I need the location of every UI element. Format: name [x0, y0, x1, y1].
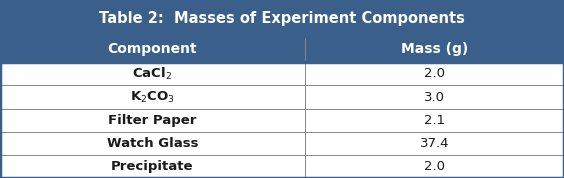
Text: Component: Component [108, 42, 197, 56]
Text: 2.0: 2.0 [424, 67, 445, 80]
Text: CaCl$_2$: CaCl$_2$ [133, 66, 172, 82]
Text: Precipitate: Precipitate [111, 160, 193, 173]
Text: K$_2$CO$_3$: K$_2$CO$_3$ [130, 90, 175, 104]
Text: 2.1: 2.1 [424, 114, 445, 127]
Text: Mass (g): Mass (g) [400, 42, 468, 56]
Bar [0, 85, 564, 109]
Bar [0, 36, 564, 62]
Bar [0, 132, 564, 155]
Text: Watch Glass: Watch Glass [107, 137, 198, 150]
Bar [0, 0, 564, 36]
Text: 3.0: 3.0 [424, 90, 445, 104]
Text: 37.4: 37.4 [420, 137, 449, 150]
Bar [0, 62, 564, 85]
Text: Table 2:  Masses of Experiment Components: Table 2: Masses of Experiment Components [99, 11, 465, 26]
Text: 2.0: 2.0 [424, 160, 445, 173]
Text: Filter Paper: Filter Paper [108, 114, 196, 127]
Bar [0, 109, 564, 132]
Bar [0, 155, 564, 178]
